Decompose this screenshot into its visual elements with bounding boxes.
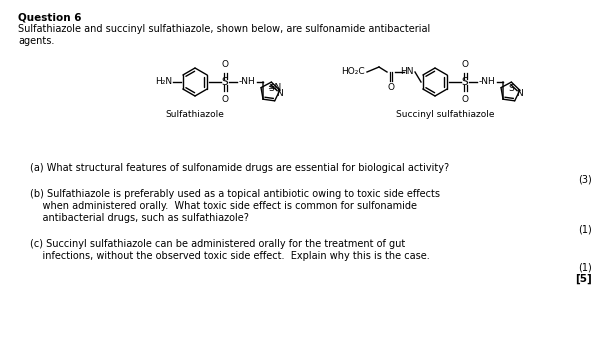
Text: -NH: -NH (239, 78, 256, 87)
Text: S: S (462, 77, 468, 87)
Text: Succinyl sulfathiazole: Succinyl sulfathiazole (396, 110, 494, 119)
Text: [5]: [5] (575, 274, 592, 284)
Text: S: S (222, 77, 229, 87)
Text: when administered orally.  What toxic side effect is common for sulfonamide: when administered orally. What toxic sid… (30, 201, 417, 211)
Text: S: S (508, 84, 514, 93)
Text: S: S (268, 84, 274, 93)
Text: (3): (3) (578, 174, 592, 184)
Text: -NH: -NH (479, 78, 496, 87)
Text: H₂N: H₂N (155, 78, 172, 87)
Text: O: O (461, 95, 469, 104)
Text: O: O (461, 60, 469, 69)
Text: infections, without the observed toxic side effect.  Explain why this is the cas: infections, without the observed toxic s… (30, 251, 430, 261)
Text: N: N (516, 89, 522, 98)
Text: (1): (1) (578, 224, 592, 234)
Text: O: O (222, 95, 229, 104)
Text: (c) Succinyl sulfathiazole can be administered orally for the treatment of gut: (c) Succinyl sulfathiazole can be admini… (30, 239, 405, 249)
Text: =N: =N (267, 83, 281, 92)
Text: Sulfathiazole: Sulfathiazole (166, 110, 224, 119)
Text: antibacterial drugs, such as sulfathiazole?: antibacterial drugs, such as sulfathiazo… (30, 213, 249, 223)
Text: HO₂C: HO₂C (342, 68, 365, 77)
Text: (b) Sulfathiazole is preferably used as a topical antibiotic owing to toxic side: (b) Sulfathiazole is preferably used as … (30, 189, 440, 199)
Text: O: O (387, 83, 395, 92)
Text: (1): (1) (578, 263, 592, 273)
Text: O: O (222, 60, 229, 69)
Text: N: N (276, 89, 282, 98)
Text: Question 6: Question 6 (18, 12, 81, 22)
Text: Sulfathiazole and succinyl sulfathiazole, shown below, are sulfonamide antibacte: Sulfathiazole and succinyl sulfathiazole… (18, 24, 430, 34)
Text: (a) What structural features of sulfonamide drugs are essential for biological a: (a) What structural features of sulfonam… (30, 163, 449, 173)
Text: HN: HN (400, 68, 414, 77)
Text: agents.: agents. (18, 36, 54, 46)
